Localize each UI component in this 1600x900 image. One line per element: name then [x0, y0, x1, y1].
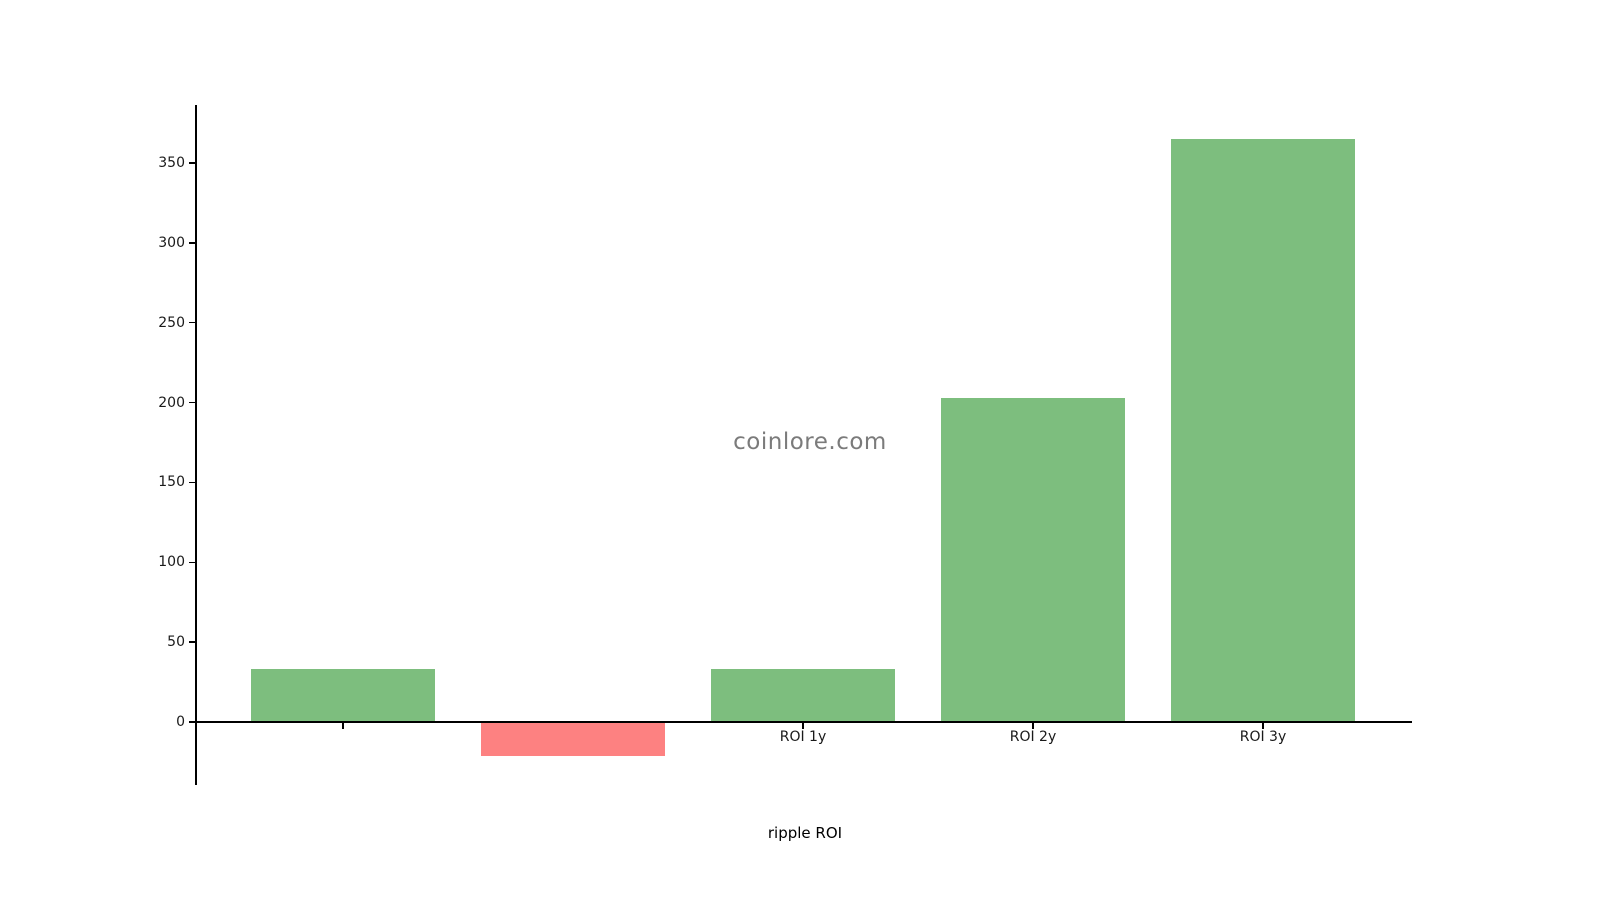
- x-axis-zero-line: [195, 721, 1412, 723]
- y-tick-label: 250: [158, 314, 185, 331]
- y-axis-line: [195, 105, 197, 785]
- x-tick-label: ROI 2y: [1009, 729, 1057, 745]
- y-tick-label: 350: [158, 155, 185, 171]
- y-tick-label: 0: [176, 714, 185, 730]
- y-tick-mark: [189, 561, 196, 564]
- y-tick-label: 50: [167, 634, 185, 651]
- y-tick-mark: [189, 641, 196, 643]
- y-tick-label: 100: [158, 554, 185, 571]
- x-tick-label: ROI 1y: [779, 729, 827, 745]
- watermark-text: coinlore.com: [733, 429, 887, 455]
- x-tick-label: ROI 3y: [1239, 729, 1287, 745]
- y-tick-mark: [189, 721, 196, 723]
- bar-roi-2y: [941, 397, 1125, 722]
- x-axis-title: ripple ROI: [767, 824, 843, 842]
- y-tick-mark: [189, 321, 196, 324]
- x-tick-mark: [802, 722, 804, 729]
- y-tick-label: 300: [158, 234, 185, 251]
- y-tick-mark: [189, 242, 196, 244]
- y-tick-mark: [189, 162, 196, 164]
- bar-unlabeled-1: [251, 669, 435, 722]
- bar-unlabeled-2: [481, 722, 665, 756]
- bar-roi-1y: [711, 669, 895, 722]
- y-tick-label: 150: [158, 474, 185, 491]
- y-tick-label: 200: [158, 394, 185, 411]
- x-tick-mark: [342, 722, 344, 729]
- y-tick-mark: [189, 481, 196, 484]
- bar-roi-3y: [1171, 139, 1355, 722]
- x-tick-mark: [1032, 722, 1034, 729]
- x-tick-mark: [1262, 722, 1264, 729]
- y-tick-mark: [189, 401, 196, 404]
